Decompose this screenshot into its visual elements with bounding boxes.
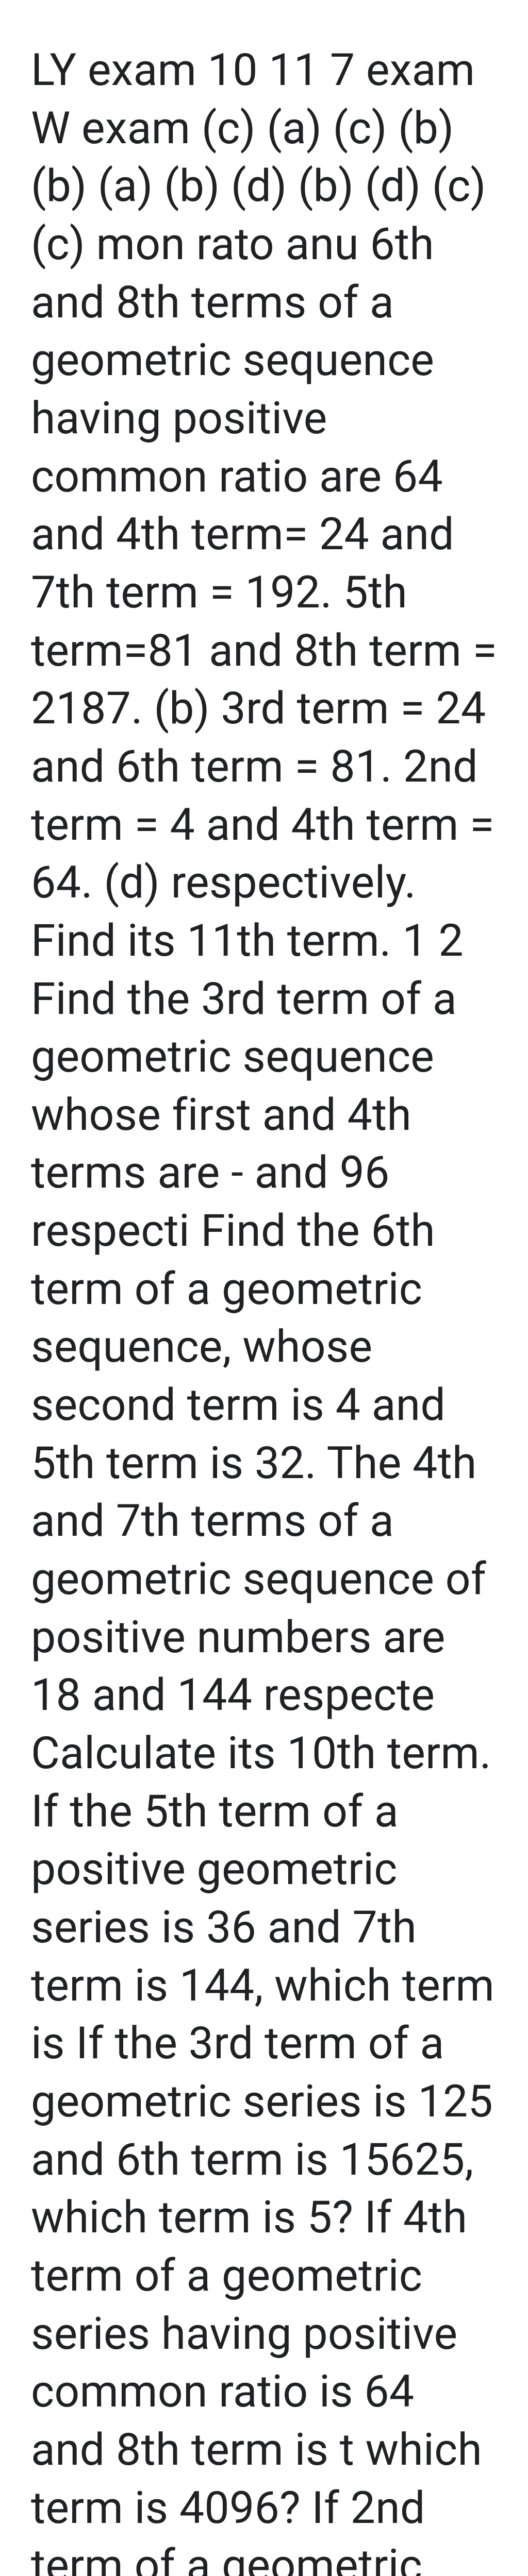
body-text: LY exam 10 11 7 exam W exam (c) (a) (c) …	[31, 41, 497, 2576]
document-page: LY exam 10 11 7 exam W exam (c) (a) (c) …	[0, 0, 528, 2576]
